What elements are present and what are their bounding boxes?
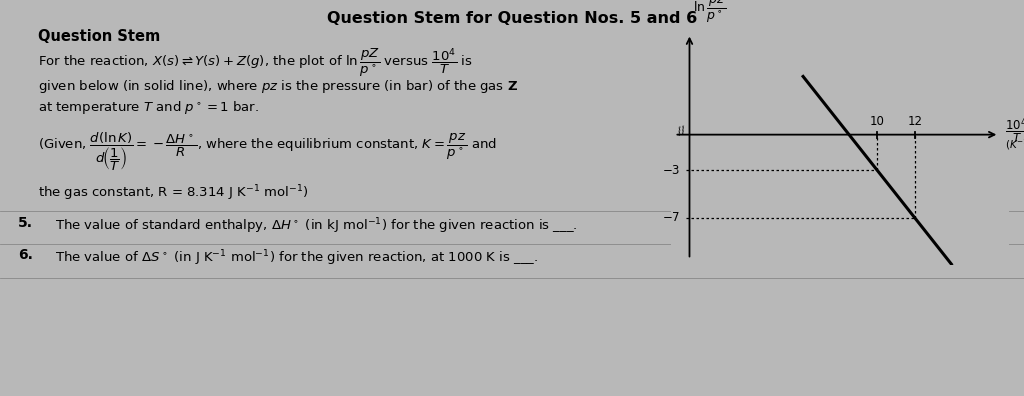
Text: $(K^{-1})$: $(K^{-1})$ <box>1005 137 1024 152</box>
Text: 10: 10 <box>869 114 885 128</box>
Text: For the reaction, $X(s) \rightleftharpoons Y(s) + Z(g)$, the plot of $\ln\dfrac{: For the reaction, $X(s) \rightleftharpoo… <box>38 47 473 79</box>
Text: at temperature $T$ and $p^\circ = 1$ bar.: at temperature $T$ and $p^\circ = 1$ bar… <box>38 99 259 116</box>
Text: 12: 12 <box>907 114 923 128</box>
Text: $\ln\dfrac{pz}{p^\circ}$: $\ln\dfrac{pz}{p^\circ}$ <box>693 0 726 25</box>
Text: [JEE(Adv.) 2021, 2/12]: [JEE(Adv.) 2021, 2/12] <box>760 216 906 229</box>
Text: $-7$: $-7$ <box>662 211 680 224</box>
Text: The value of $\Delta S^\circ$ (in J K$^{-1}$ mol$^{-1}$) for the given reaction,: The value of $\Delta S^\circ$ (in J K$^{… <box>55 248 538 268</box>
Text: Question Stem: Question Stem <box>38 29 160 44</box>
Text: $-3$: $-3$ <box>662 164 680 177</box>
Text: Question Stem for Question Nos. 5 and 6: Question Stem for Question Nos. 5 and 6 <box>327 11 697 26</box>
Text: [JEE(Adv.) 2021, 2/12]: [JEE(Adv.) 2021, 2/12] <box>760 248 906 261</box>
Text: (Given, $\dfrac{d(\ln K)}{d\!\left(\dfrac{1}{T}\right)} = -\dfrac{\Delta H^\circ: (Given, $\dfrac{d(\ln K)}{d\!\left(\dfra… <box>38 131 497 173</box>
Text: $\dfrac{10^4}{T}$: $\dfrac{10^4}{T}$ <box>1005 116 1024 146</box>
Text: 5.: 5. <box>18 216 33 230</box>
Text: given below (in solid line), where $pz$ is the pressure (in bar) of the gas $\ma: given below (in solid line), where $pz$ … <box>38 78 518 95</box>
Text: //: // <box>677 125 687 137</box>
Text: 6.: 6. <box>18 248 33 262</box>
Text: The value of standard enthalpy, $\Delta H^\circ$ (in kJ mol$^{-1}$) for the give: The value of standard enthalpy, $\Delta … <box>55 216 578 236</box>
Text: the gas constant, R = 8.314 J K$^{-1}$ mol$^{-1}$): the gas constant, R = 8.314 J K$^{-1}$ m… <box>38 183 308 203</box>
